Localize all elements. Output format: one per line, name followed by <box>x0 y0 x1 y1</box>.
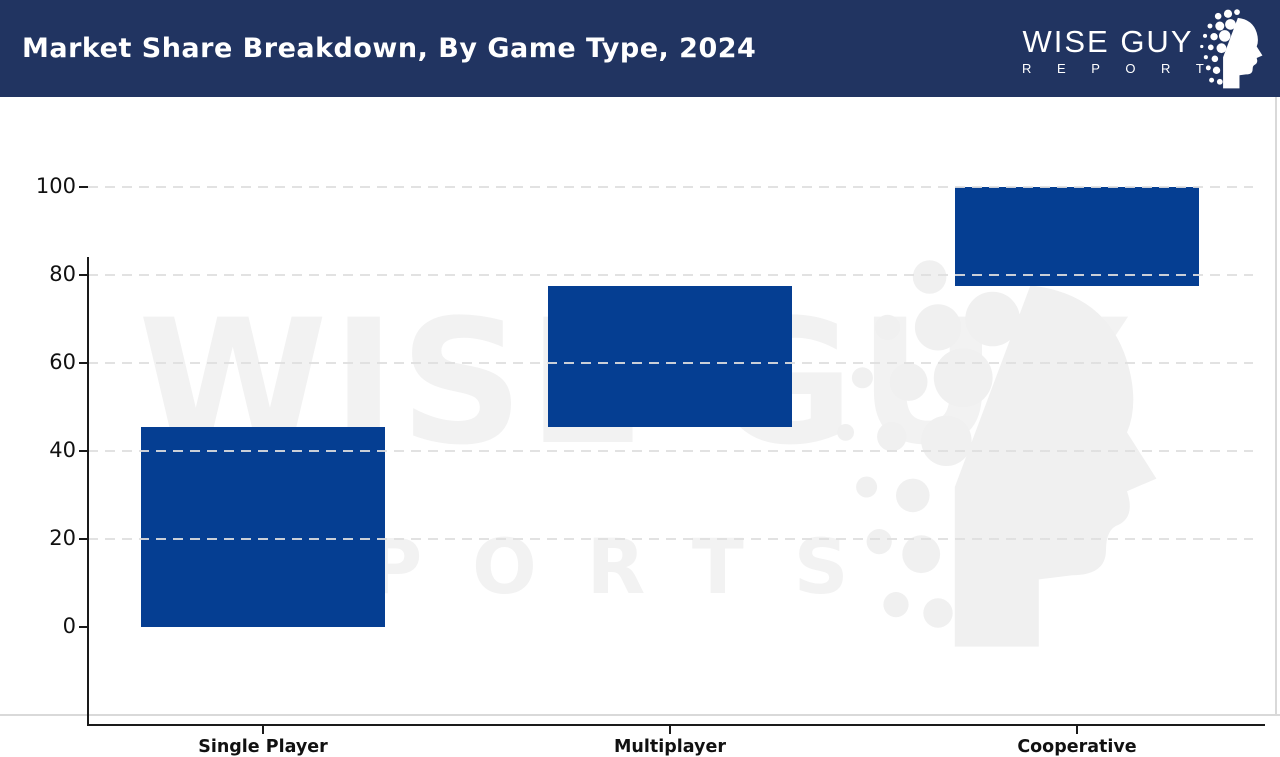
page-title: Market Share Breakdown, By Game Type, 20… <box>22 33 757 64</box>
y-tick-label-0: 0 <box>62 614 76 638</box>
gridline-y-80 <box>88 274 1253 276</box>
wiseguy-logo-text: WISE GUY R E P O R T S <box>1018 24 1249 78</box>
x-category-label: Single Player <box>198 737 328 757</box>
y-tick-label-100: 100 <box>35 174 76 198</box>
y-tick-label-60: 60 <box>49 350 76 374</box>
gridline-y-20 <box>88 538 1253 540</box>
wiseguy-logo-subtitle: R E P O R T S <box>1022 61 1249 76</box>
gridline-y-60 <box>88 362 1253 364</box>
y-tick-mark-0 <box>79 626 88 628</box>
gridline-y-40 <box>88 450 1253 452</box>
x-axis-spine <box>87 724 1265 726</box>
bar-single-player <box>141 427 385 627</box>
x-tick-mark-0 <box>262 726 264 734</box>
header-bar: Market Share Breakdown, By Game Type, 20… <box>0 0 1280 97</box>
y-tick-mark-20 <box>79 538 88 540</box>
watermark-face-icon <box>837 241 1157 647</box>
y-tick-mark-40 <box>79 450 88 452</box>
y-tick-label-40: 40 <box>49 438 76 462</box>
gridline-y-100 <box>88 186 1253 188</box>
bar-multiplayer <box>548 285 792 428</box>
x-category-label: Cooperative <box>1017 737 1137 757</box>
page-right-border <box>1275 97 1277 716</box>
wiseguy-logo: WISE GUY R E P O R T S <box>1018 8 1270 90</box>
bar-value-label: XX% <box>1162 343 1214 368</box>
bar-value-label: 45.4% <box>746 514 816 539</box>
y-tick-label-20: 20 <box>49 526 76 550</box>
y-tick-label-80: 80 <box>49 262 76 286</box>
y-axis-spine <box>87 257 89 725</box>
y-tick-mark-100 <box>79 186 88 188</box>
bar-cooperative <box>955 187 1199 286</box>
x-tick-mark-2 <box>1076 726 1078 734</box>
x-tick-mark-1 <box>669 726 671 734</box>
y-tick-mark-60 <box>79 362 88 364</box>
chart-area: WISE GUY REPORTS 0 20 40 60 80 100 45.4% Single… <box>0 97 1280 757</box>
y-tick-mark-80 <box>79 274 88 276</box>
x-category-label: Multiplayer <box>614 737 726 757</box>
page-bottom-border <box>0 714 1280 716</box>
wiseguy-face-icon <box>1200 9 1263 89</box>
wiseguy-logo-wordmark: WISE GUY <box>1022 24 1194 59</box>
bar-value-label: XX% <box>955 223 1280 247</box>
